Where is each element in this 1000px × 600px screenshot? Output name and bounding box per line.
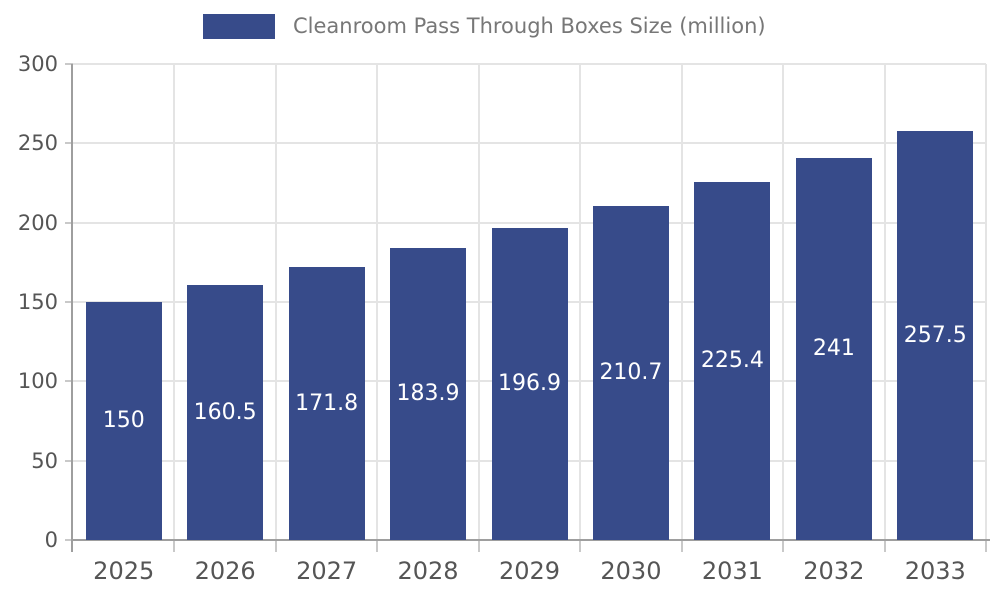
x-gridline [883,64,886,540]
bar-value-label: 171.8 [295,390,359,416]
y-tick-label: 50 [31,448,58,473]
x-axis-tick [985,540,987,552]
legend-swatch [203,14,275,39]
y-tick-label: 150 [17,290,58,314]
bar-value-label: 225.4 [700,348,764,374]
bar-value-label: 210.7 [599,359,663,385]
x-tick-label: 2029 [498,557,561,585]
y-axis-tick [65,301,73,303]
bar-value-label: 241 [812,335,855,361]
x-tick-label: 2028 [397,557,459,585]
y-tick-label: 250 [17,131,58,156]
y-axis-line [71,64,73,552]
y-gridline [73,221,986,224]
y-axis-tick [65,380,73,383]
x-gridline [173,64,176,540]
bar[interactable] [85,302,162,540]
y-gridline [73,63,986,65]
x-axis-tick [477,540,480,552]
x-gridline [376,64,379,540]
y-axis-tick [65,539,73,541]
x-gridline [985,64,987,540]
bar-value-label: 160.5 [193,399,257,425]
y-axis-tick [65,142,73,145]
x-tick-label: 2033 [904,557,966,585]
bar[interactable] [795,157,872,540]
bar[interactable] [390,248,467,540]
x-gridline [274,64,277,540]
bar[interactable] [592,205,669,540]
x-axis-tick [173,540,176,552]
bar-value-label: 150 [102,408,145,433]
x-axis-tick [883,540,886,552]
x-tick-label: 2026 [194,557,256,585]
y-axis-tick [65,63,73,65]
x-tick-label: 2027 [296,557,358,585]
x-axis-tick [274,540,277,552]
y-tick-label: 300 [17,52,58,76]
x-tick-label: 2025 [93,557,155,585]
y-tick-label: 0 [44,528,58,552]
x-gridline [579,64,582,540]
y-tick-label: 100 [17,369,58,394]
bar[interactable] [187,285,264,540]
x-axis-line [73,539,990,541]
y-axis-tick [65,459,73,462]
bar[interactable] [897,131,974,540]
y-gridline [73,142,986,145]
x-gridline [680,64,683,540]
bar[interactable] [288,267,365,540]
x-axis-tick [680,540,683,552]
bar[interactable] [694,182,771,540]
x-tick-label: 2031 [701,557,763,585]
x-axis-tick [782,540,785,552]
y-axis-tick [65,221,73,224]
legend-label: Cleanroom Pass Through Boxes Size (milli… [293,14,766,38]
bar-value-label: 257.5 [903,322,967,348]
bar-value-label: 196.9 [498,370,561,396]
legend[interactable]: Cleanroom Pass Through Boxes Size (milli… [203,14,766,39]
bar[interactable] [491,227,568,540]
y-tick-label: 200 [17,210,58,235]
x-gridline [477,64,480,540]
bar-value-label: 183.9 [396,381,460,407]
x-tick-label: 2030 [600,557,662,585]
x-axis-tick [579,540,582,552]
x-gridline [782,64,785,540]
x-axis-tick [376,540,379,552]
x-tick-label: 2032 [803,557,865,585]
